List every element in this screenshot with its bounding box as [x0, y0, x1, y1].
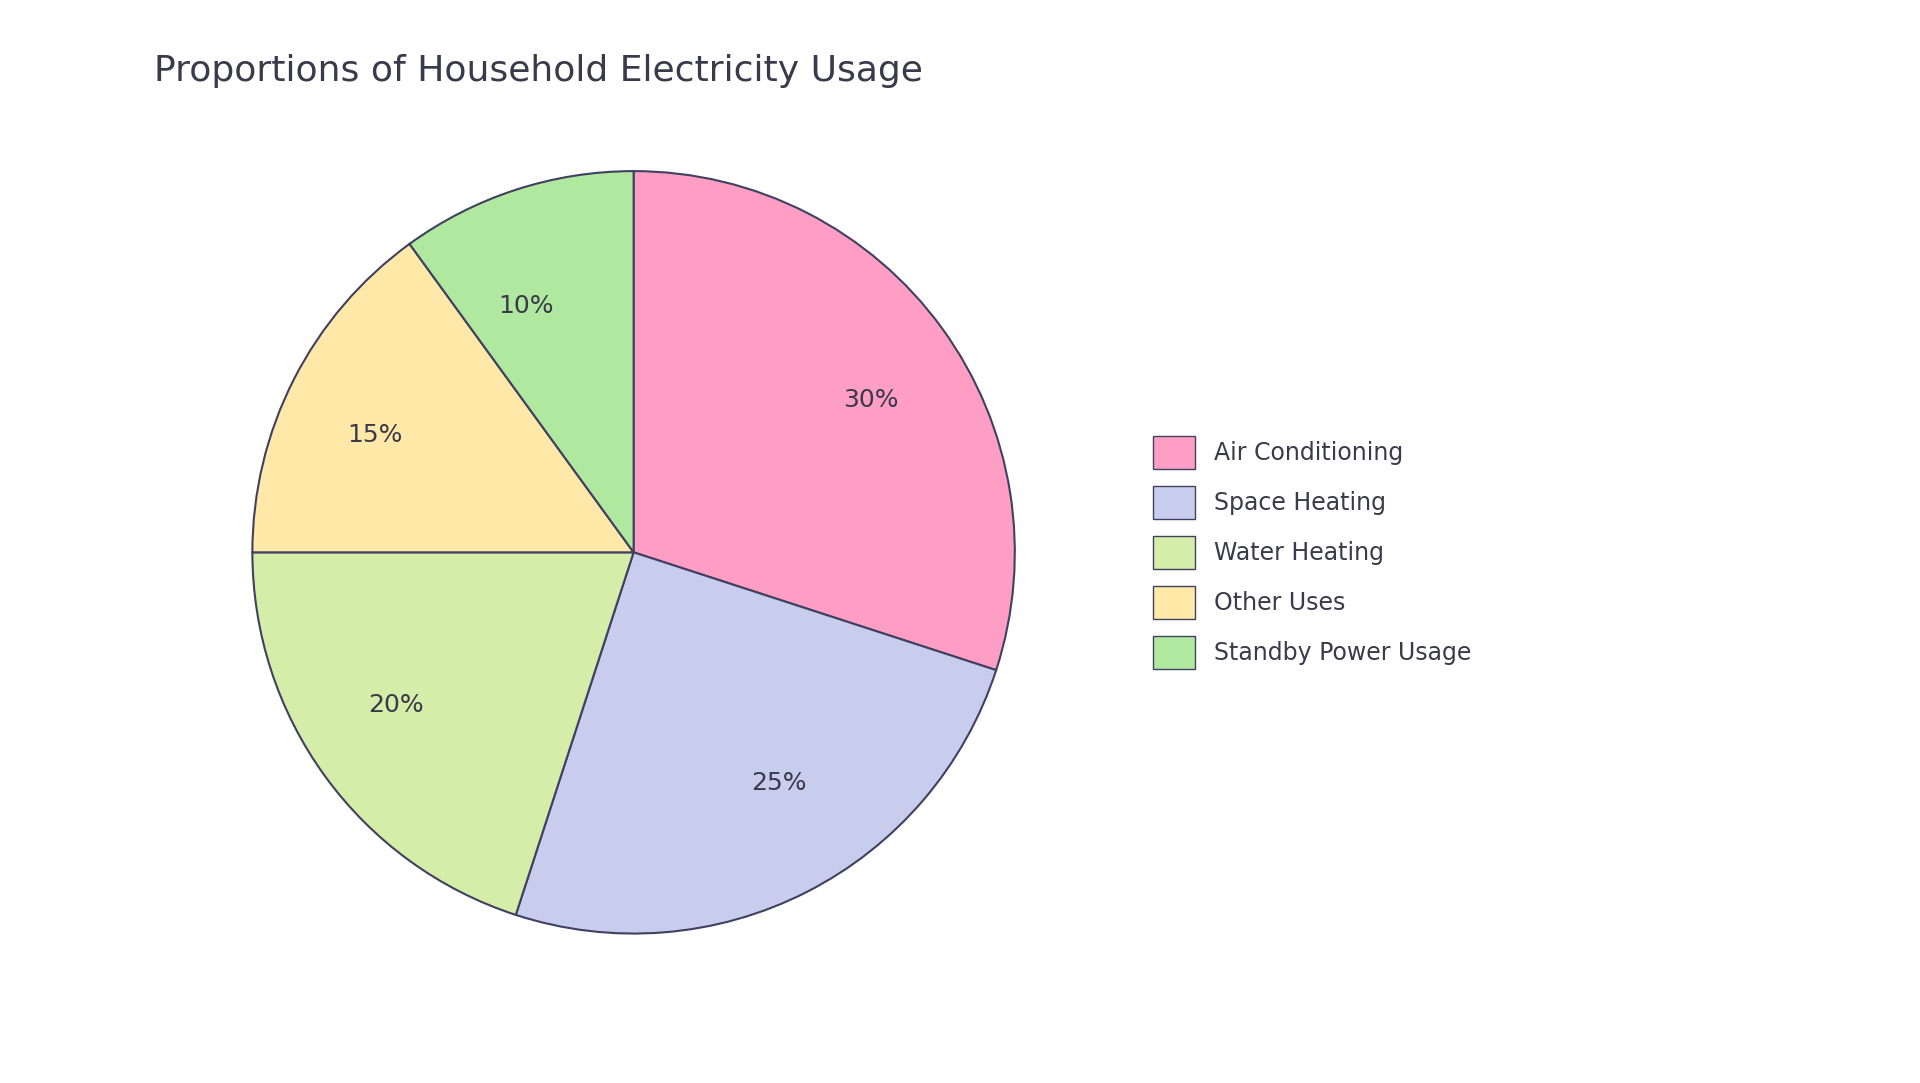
Wedge shape	[634, 171, 1016, 670]
Text: 20%: 20%	[369, 693, 424, 717]
Wedge shape	[252, 244, 634, 552]
Wedge shape	[409, 171, 634, 552]
Text: 25%: 25%	[751, 771, 806, 795]
Text: 10%: 10%	[497, 293, 553, 317]
Text: 15%: 15%	[348, 422, 403, 446]
Text: Proportions of Household Electricity Usage: Proportions of Household Electricity Usa…	[154, 54, 922, 88]
Text: 30%: 30%	[843, 388, 899, 412]
Legend: Air Conditioning, Space Heating, Water Heating, Other Uses, Standby Power Usage: Air Conditioning, Space Heating, Water H…	[1140, 423, 1484, 681]
Wedge shape	[252, 552, 634, 915]
Wedge shape	[516, 552, 996, 934]
